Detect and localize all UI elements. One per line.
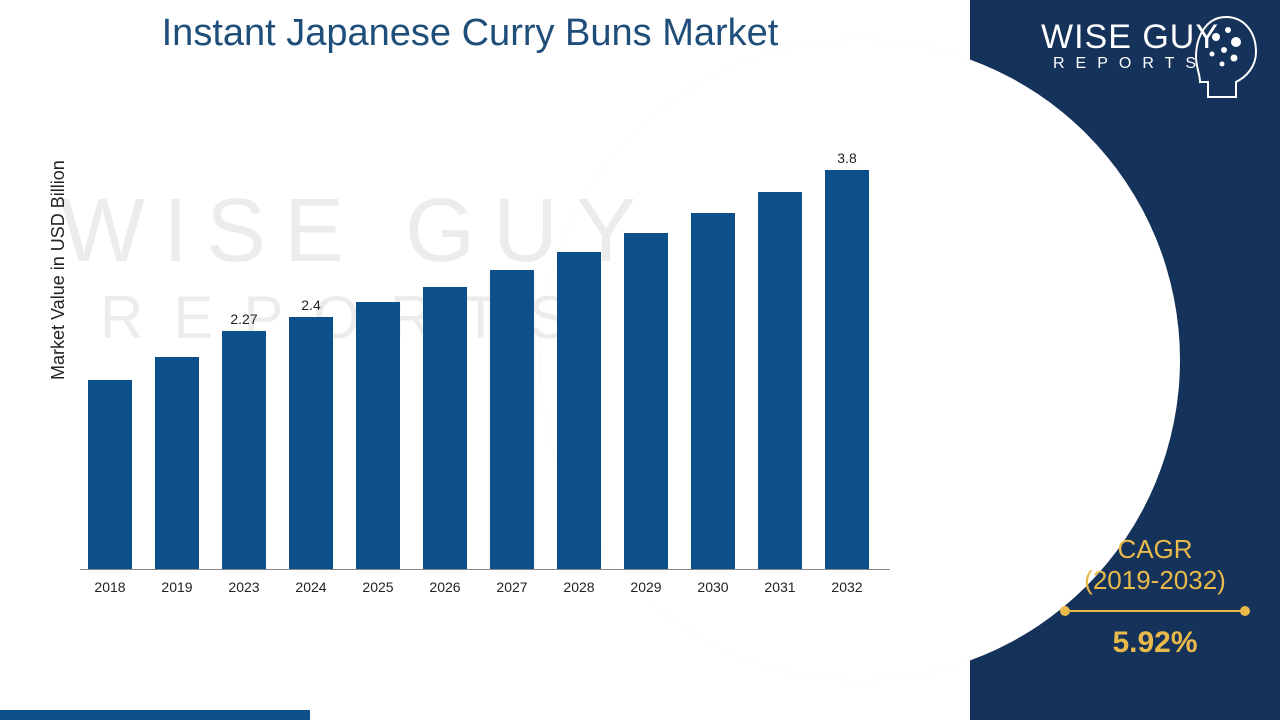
cagr-period: (2019-2032) [1030,565,1280,596]
cagr-separator [1065,610,1245,612]
bar: 2029 [624,233,668,569]
bar-xlabel: 2024 [295,579,326,595]
bar: 2028 [557,252,601,569]
bar-value-label: 2.4 [301,297,320,313]
bar: 2018 [88,380,132,569]
bar-xlabel: 2030 [697,579,728,595]
bar: 20323.8 [825,170,869,569]
bar: 2031 [758,192,802,569]
bar-value-label: 2.27 [230,311,257,327]
bar-xlabel: 2032 [831,579,862,595]
bar-xlabel: 2027 [496,579,527,595]
bar-xlabel: 2026 [429,579,460,595]
bar-xlabel: 2031 [764,579,795,595]
chart-title: Instant Japanese Curry Buns Market [0,12,940,55]
bar-xlabel: 2028 [563,579,594,595]
bar-xlabel: 2019 [161,579,192,595]
bar-value-label: 3.8 [837,150,856,166]
y-axis-label: Market Value in USD Billion [48,160,69,380]
cagr-label: CAGR [1030,534,1280,565]
bar-xlabel: 2029 [630,579,661,595]
brand-logo: WISE GUY REPORTS [1000,18,1260,73]
bar-plot: 2018 2019 20232.27 20242.4 2025 2026 2027 2028 2… [80,150,890,570]
bar: 20232.27 [222,331,266,569]
chart-area: 2018201920232.2720242.420252026202720282… [80,150,890,620]
bar: 2025 [356,302,400,569]
cagr-block: CAGR (2019-2032) 5.92% [1030,534,1280,660]
bar-xlabel: 2023 [228,579,259,595]
cagr-value: 5.92% [1030,626,1280,660]
bar: 2026 [423,287,467,569]
bar: 2030 [691,213,735,569]
brand-head-icon [1186,12,1266,102]
bar: 20242.4 [289,317,333,569]
bottom-accent-bar [0,710,310,720]
bar: 2019 [155,357,199,569]
bar-xlabel: 2018 [94,579,125,595]
bar-xlabel: 2025 [362,579,393,595]
bar: 2027 [490,270,534,569]
